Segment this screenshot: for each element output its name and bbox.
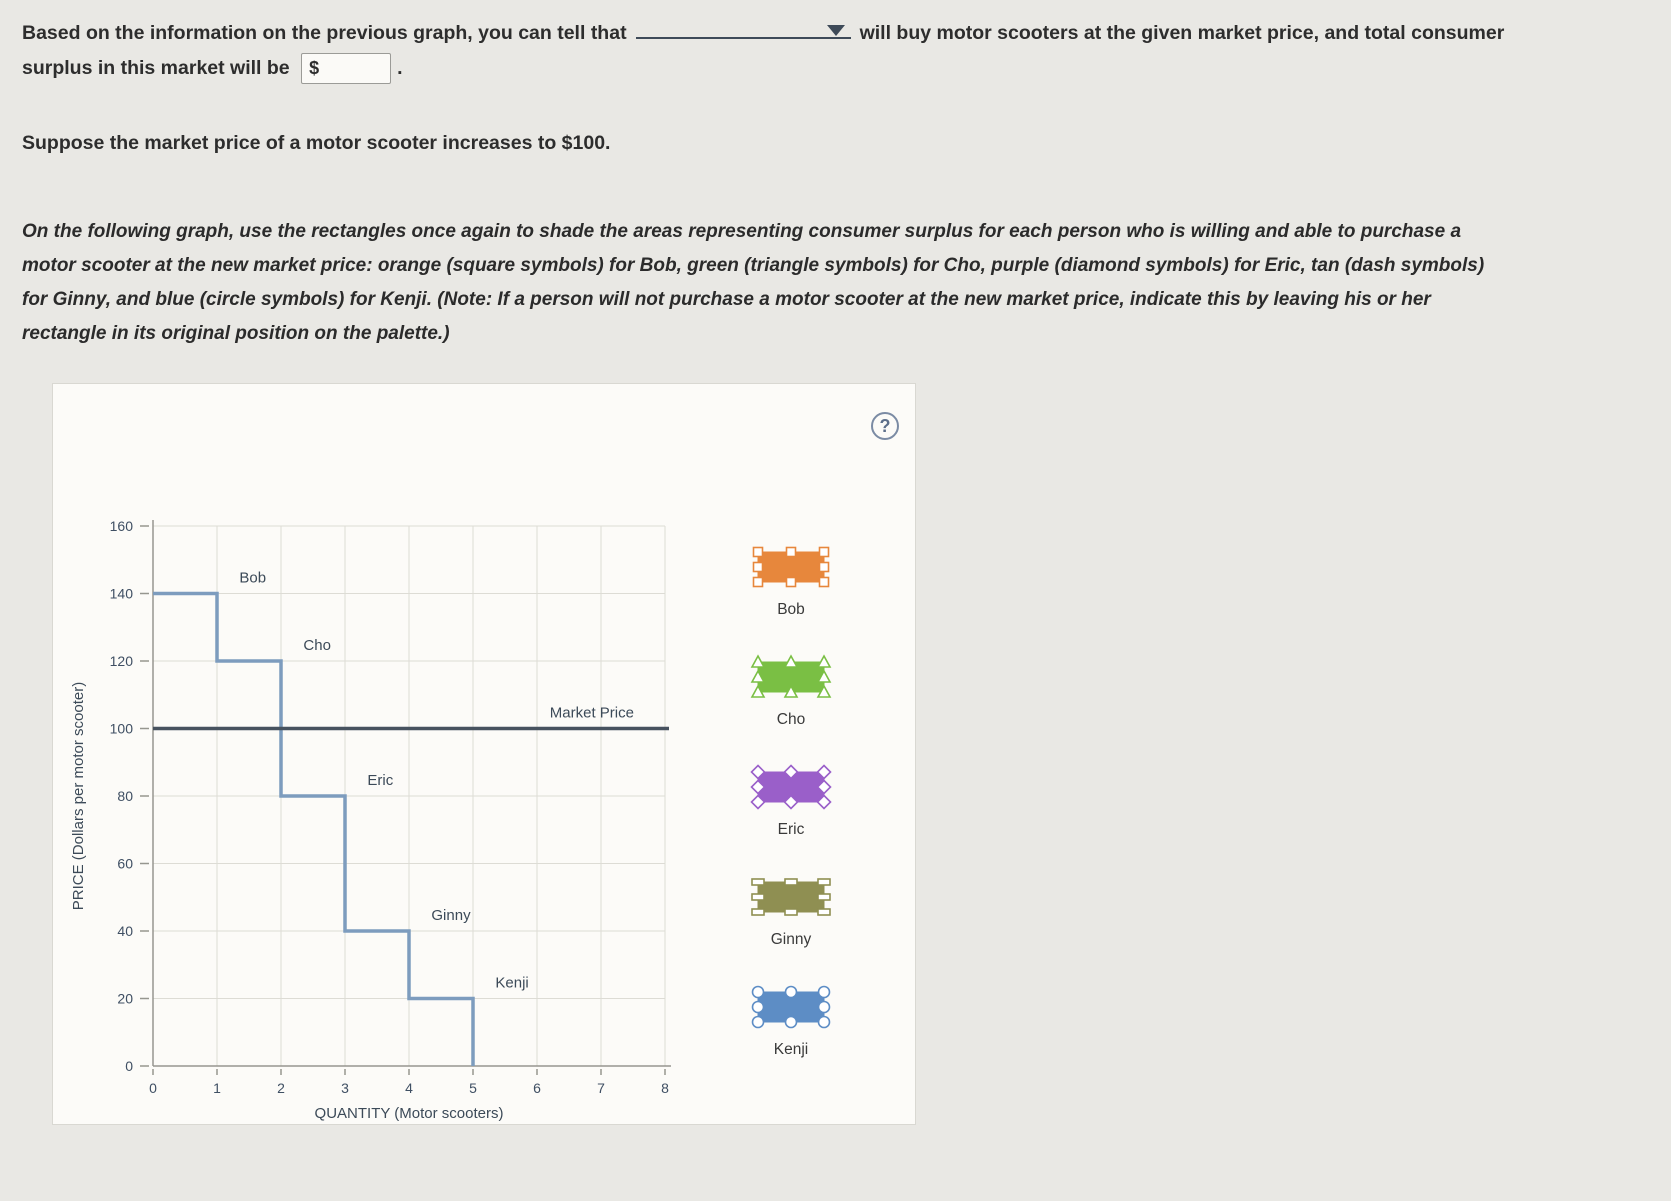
svg-text:160: 160 xyxy=(110,518,134,534)
svg-text:5: 5 xyxy=(469,1080,477,1096)
dropdown-caret-icon xyxy=(826,25,845,36)
svg-text:100: 100 xyxy=(110,721,134,737)
svg-text:0: 0 xyxy=(149,1080,157,1096)
svg-text:0: 0 xyxy=(125,1058,133,1074)
svg-text:140: 140 xyxy=(110,586,134,602)
diamond-symbol-rectangle[interactable] xyxy=(743,762,839,812)
square-symbol-rectangle[interactable] xyxy=(743,542,839,592)
currency-label: $ xyxy=(309,58,320,79)
svg-text:4: 4 xyxy=(405,1080,413,1096)
svg-text:3: 3 xyxy=(341,1080,349,1096)
market-price-statement: Suppose the market price of a motor scoo… xyxy=(22,132,611,154)
sentence-period: . xyxy=(397,57,403,79)
consumer-surplus-input-box[interactable]: $ xyxy=(301,53,392,85)
svg-text:40: 40 xyxy=(117,923,133,939)
svg-text:2: 2 xyxy=(277,1080,285,1096)
demand-chart[interactable]: 0 20 40 60 80 100 120 140 160 0 1 2 3 4 5 6 7 8 Market Pri… xyxy=(53,448,713,1138)
help-icon[interactable]: ? xyxy=(871,412,899,440)
palette-rect-eric[interactable]: Eric xyxy=(743,762,839,839)
svg-text:Kenji: Kenji xyxy=(495,975,528,992)
svg-text:80: 80 xyxy=(117,788,133,804)
svg-text:Bob: Bob xyxy=(239,570,266,587)
palette-rect-cho[interactable]: Cho xyxy=(743,652,839,729)
svg-text:8: 8 xyxy=(661,1080,669,1096)
chart-area: 0 20 40 60 80 100 120 140 160 0 1 2 3 4 5 6 7 8 Market Pri… xyxy=(53,448,713,1143)
svg-text:Eric: Eric xyxy=(367,772,393,789)
svg-text:6: 6 xyxy=(533,1080,541,1096)
svg-text:7: 7 xyxy=(597,1080,605,1096)
svg-text:20: 20 xyxy=(117,991,133,1007)
question-sentence: Based on the information on the previous… xyxy=(22,16,1542,86)
svg-text:QUANTITY (Motor scooters): QUANTITY (Motor scooters) xyxy=(315,1105,504,1122)
palette-label-bob: Bob xyxy=(777,601,805,618)
svg-text:120: 120 xyxy=(110,653,134,669)
svg-text:PRICE (Dollars per motor scoot: PRICE (Dollars per motor scooter) xyxy=(70,682,87,910)
palette-label-ginny: Ginny xyxy=(770,931,812,948)
answer-dropdown-blank[interactable] xyxy=(635,17,851,39)
triangle-symbol-rectangle[interactable] xyxy=(743,652,839,702)
circle-symbol-rectangle[interactable] xyxy=(743,982,839,1032)
palette-rect-ginny[interactable]: Ginny xyxy=(743,872,839,949)
palette-label-kenji: Kenji xyxy=(773,1041,809,1058)
palette-rect-kenji[interactable]: Kenji xyxy=(743,982,839,1059)
svg-text:1: 1 xyxy=(213,1080,221,1096)
palette-label-cho: Cho xyxy=(776,711,806,728)
dash-symbol-rectangle[interactable] xyxy=(743,872,839,922)
palette: Bob Cho Eric Ginny Kenji xyxy=(703,542,879,1092)
consumer-surplus-input[interactable] xyxy=(323,58,382,80)
svg-text:60: 60 xyxy=(117,856,133,872)
palette-rect-bob[interactable]: Bob xyxy=(743,542,839,619)
svg-text:Cho: Cho xyxy=(303,637,331,654)
question-after-blank: will buy motor scooters at the given mar… xyxy=(22,22,1505,79)
svg-text:Market Price: Market Price xyxy=(550,705,634,722)
graph-instructions: On the following graph, use the rectangl… xyxy=(22,221,1485,344)
palette-label-eric: Eric xyxy=(777,821,805,838)
question-lead: Based on the information on the previous… xyxy=(22,22,627,44)
graph-card: ? 0 20 40 60 80 100 120 140 160 0 1 2 3 4 5 6 7 8 Market P… xyxy=(52,383,916,1125)
svg-text:Ginny: Ginny xyxy=(431,907,471,924)
